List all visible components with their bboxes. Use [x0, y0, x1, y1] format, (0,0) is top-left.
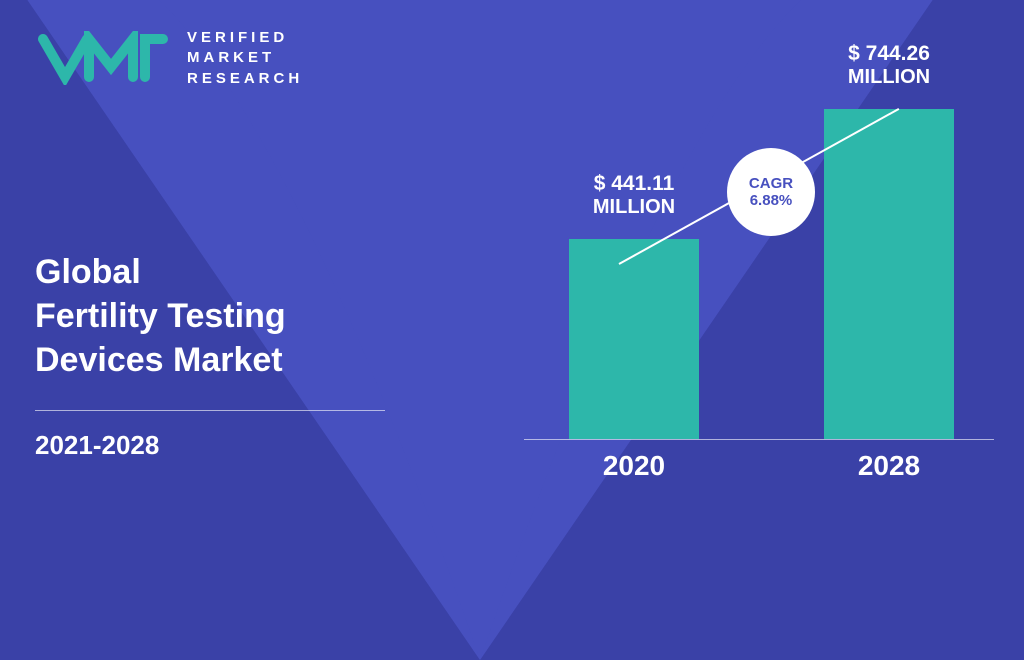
xlabel-2028: 2028 [824, 450, 954, 482]
title-line2: Fertility Testing [35, 294, 286, 338]
title-line3: Devices Market [35, 338, 286, 382]
logo-text: VERIFIED MARKET RESEARCH [187, 28, 303, 89]
divider-line [35, 410, 385, 411]
logo-line1: VERIFIED [187, 28, 303, 48]
years-range: 2021-2028 [35, 430, 159, 461]
cagr-badge: CAGR 6.88% [727, 148, 815, 236]
x-axis [524, 439, 994, 440]
bar-2020-value: $ 441.11 [544, 172, 724, 196]
logo: VERIFIED MARKET RESEARCH [35, 28, 303, 89]
cagr-value: 6.88% [750, 192, 793, 209]
bar-chart: $ 441.11 MILLION 2020 $ 744.26 MILLION 2… [524, 40, 994, 500]
bar-2020 [569, 239, 699, 439]
page-title: Global Fertility Testing Devices Market [35, 250, 286, 383]
bar-2020-label: $ 441.11 MILLION [544, 172, 724, 219]
logo-line2: MARKET [187, 48, 303, 68]
bar-2028-unit: MILLION [799, 66, 979, 89]
bar-2028-label: $ 744.26 MILLION [799, 42, 979, 89]
bar-2028 [824, 109, 954, 439]
cagr-label: CAGR [749, 175, 793, 192]
vmr-logo-icon [35, 31, 175, 85]
bar-2028-value: $ 744.26 [799, 42, 979, 66]
xlabel-2020: 2020 [569, 450, 699, 482]
logo-line3: RESEARCH [187, 69, 303, 89]
title-line1: Global [35, 250, 286, 294]
bar-2020-unit: MILLION [544, 196, 724, 219]
